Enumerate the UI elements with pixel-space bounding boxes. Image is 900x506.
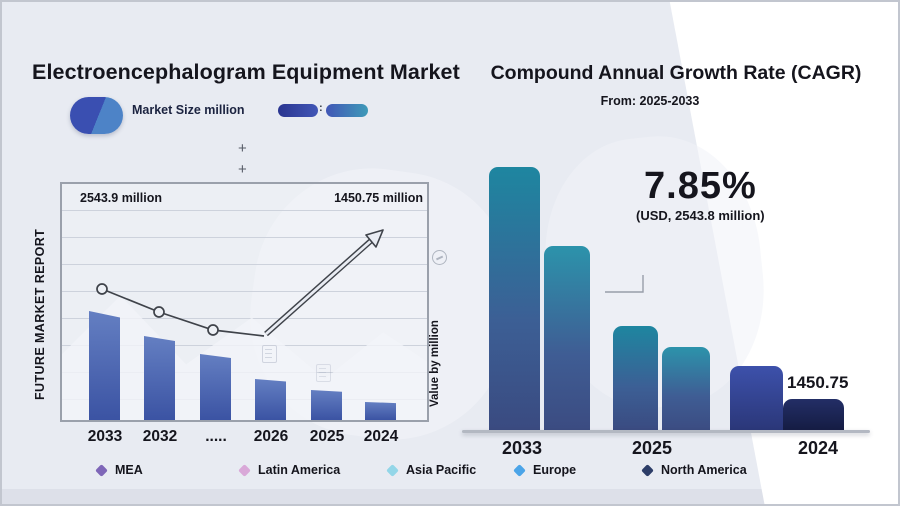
- left-chart-title: Electroencephalogram Equipment Market: [32, 60, 460, 84]
- right-chart-title: Compound Annual Growth Rate (CAGR): [490, 62, 862, 84]
- legend-item-mea: MEA: [95, 463, 143, 477]
- mea-diamond-icon: [95, 463, 108, 477]
- ratio-pill-teal-icon: [326, 104, 368, 117]
- left-bar-dots: [200, 354, 231, 420]
- x-label-right-2024: 2024: [797, 438, 839, 458]
- market-size-label: Market Size million: [132, 103, 245, 117]
- document-watermark-icon: [316, 364, 331, 382]
- latin-america-diamond-icon: [238, 463, 251, 477]
- legend-label: MEA: [115, 463, 143, 477]
- right-bar-2024-a: [730, 366, 783, 432]
- value-annotation: 1450.75: [787, 373, 849, 392]
- x-label-right-2033: 2033: [501, 438, 543, 458]
- left-bar-2033: [89, 311, 120, 420]
- minus-icon: [432, 250, 447, 265]
- right-bar-2025-b: [662, 347, 710, 432]
- left-chart-min-value: 1450.75 million: [334, 191, 423, 205]
- right-bar-2025-a: [613, 326, 658, 432]
- x-label-dots: .....: [205, 428, 227, 445]
- x-label-right-2025: 2025: [631, 438, 673, 458]
- legend-label: Latin America: [258, 463, 341, 477]
- right-bar-2033-b: [544, 246, 590, 432]
- market-size-capsule-icon: [70, 97, 123, 134]
- left-bar-2024: [365, 402, 396, 420]
- left-chart-max-value: 2543.9 million: [80, 191, 162, 205]
- legend-label: North America: [661, 463, 747, 477]
- legend-label: Europe: [533, 463, 577, 477]
- legend-item-europe: Europe: [513, 463, 577, 477]
- cagr-value: 7.85%: [644, 165, 757, 207]
- x-label-2032: 2032: [142, 428, 178, 445]
- right-chart-baseline: [462, 430, 870, 433]
- legend-item-north-america: North America: [641, 463, 747, 477]
- x-label-2024: 2024: [363, 428, 399, 445]
- left-bar-2032: [144, 336, 175, 420]
- right-bar-2033-a: [489, 167, 540, 432]
- value-axis-label: Value by million: [429, 320, 441, 408]
- x-label-2025: 2025: [309, 428, 345, 445]
- x-label-2026: 2026: [253, 428, 289, 445]
- x-label-2033: 2033: [87, 428, 123, 445]
- plus-icon: +: [238, 161, 247, 178]
- right-chart-subtitle: From: 2025-2033: [600, 94, 700, 108]
- future-market-report-watermark: FUTURE MARKET REPORT: [33, 228, 47, 401]
- left-bar-2026: [255, 379, 286, 420]
- ratio-separator: :: [319, 102, 323, 114]
- legend-item-asia-pacific: Asia Pacific: [386, 463, 477, 477]
- ratio-pill-dark-icon: [278, 104, 318, 117]
- north-america-diamond-icon: [641, 463, 654, 477]
- legend-label: Asia Pacific: [406, 463, 477, 477]
- document-watermark-icon: [262, 345, 277, 363]
- legend-item-latin-america: Latin America: [238, 463, 341, 477]
- asia-pacific-diamond-icon: [386, 463, 399, 477]
- europe-diamond-icon: [513, 463, 526, 477]
- cagr-detail: (USD, 2543.8 million): [636, 208, 765, 223]
- right-bar-2024-b: [783, 399, 844, 432]
- plus-icon: +: [238, 140, 247, 157]
- bottom-strip: [2, 489, 898, 504]
- left-bar-2025: [311, 390, 342, 420]
